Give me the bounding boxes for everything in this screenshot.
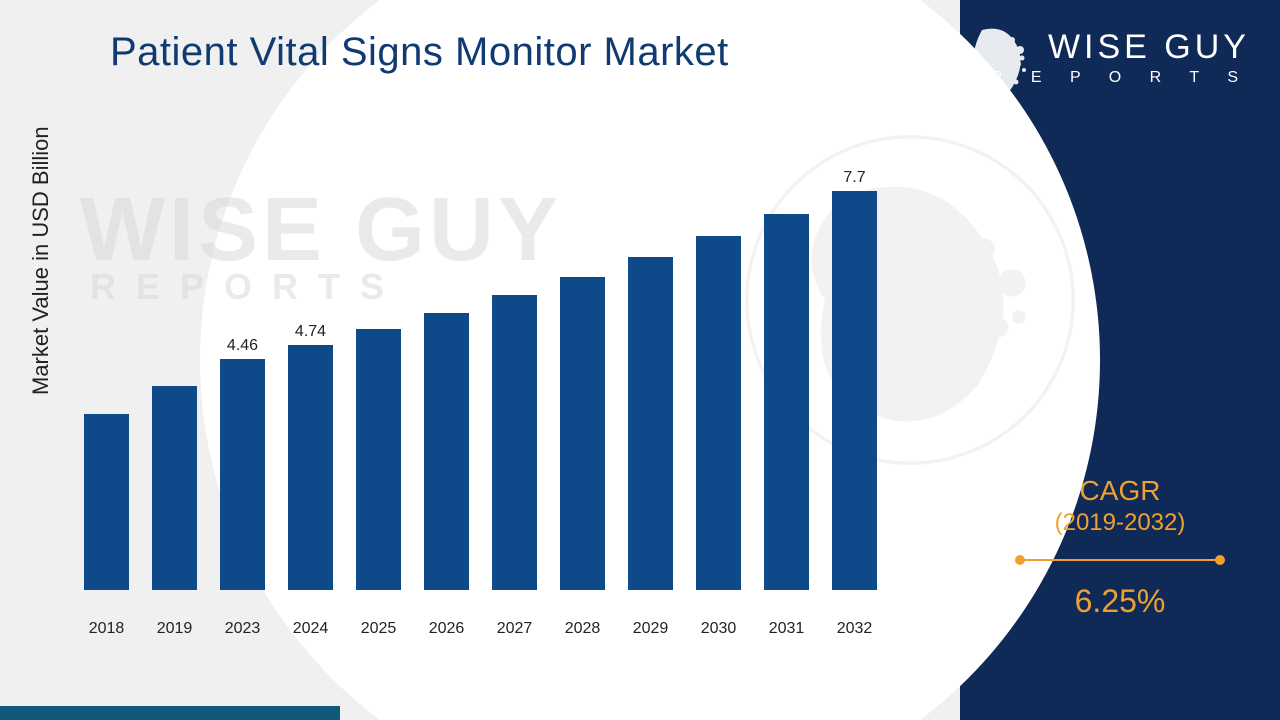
brand-logo-text: WISE GUY R E P O R T S — [991, 28, 1250, 87]
bottom-accent-bar — [0, 706, 340, 720]
x-tick-label: 2030 — [688, 620, 749, 638]
x-tick-label: 2024 — [280, 620, 341, 638]
bar: 7.7 — [832, 191, 877, 590]
cagr-divider — [1020, 559, 1220, 561]
bar — [628, 257, 673, 590]
x-tick-label: 2019 — [144, 620, 205, 638]
y-axis-label: Market Value in USD Billion — [28, 126, 54, 395]
x-tick-label: 2023 — [212, 620, 273, 638]
bar — [424, 313, 469, 590]
bar-value-label: 7.7 — [832, 169, 877, 187]
bar: 4.46 — [220, 359, 265, 590]
infographic-canvas: WISE GUY REPORTS Patient Vital Signs Mon… — [0, 0, 1280, 720]
x-axis-labels: 2018201920232024202520262027202820292030… — [80, 620, 900, 650]
bar — [356, 329, 401, 590]
x-tick-label: 2018 — [76, 620, 137, 638]
brand-line1: WISE GUY — [991, 28, 1250, 67]
bar-chart: 4.464.747.7 2018201920232024202520262027… — [80, 150, 900, 620]
cagr-range: (2019-2032) — [1000, 509, 1240, 537]
x-tick-label: 2025 — [348, 620, 409, 638]
x-tick-label: 2028 — [552, 620, 613, 638]
bar — [560, 277, 605, 590]
cagr-label: CAGR — [1000, 475, 1240, 507]
cagr-value: 6.25% — [1000, 583, 1240, 620]
bar-value-label: 4.46 — [220, 337, 265, 355]
bar — [492, 295, 537, 590]
bar — [84, 414, 129, 590]
brand-line2: R E P O R T S — [991, 69, 1250, 87]
plot-area: 4.46 4.74 7.7 — [80, 150, 900, 590]
x-tick-label: 2031 — [756, 620, 817, 638]
bar — [764, 214, 809, 590]
bar — [152, 386, 197, 590]
x-tick-label: 2027 — [484, 620, 545, 638]
x-tick-label: 2029 — [620, 620, 681, 638]
x-tick-label: 2032 — [824, 620, 885, 638]
cagr-block: CAGR (2019-2032) 6.25% — [1000, 475, 1240, 620]
bar — [696, 236, 741, 590]
x-tick-label: 2026 — [416, 620, 477, 638]
chart-title: Patient Vital Signs Monitor Market — [110, 30, 729, 75]
bar-value-label: 4.74 — [288, 323, 333, 341]
bar: 4.74 — [288, 345, 333, 590]
